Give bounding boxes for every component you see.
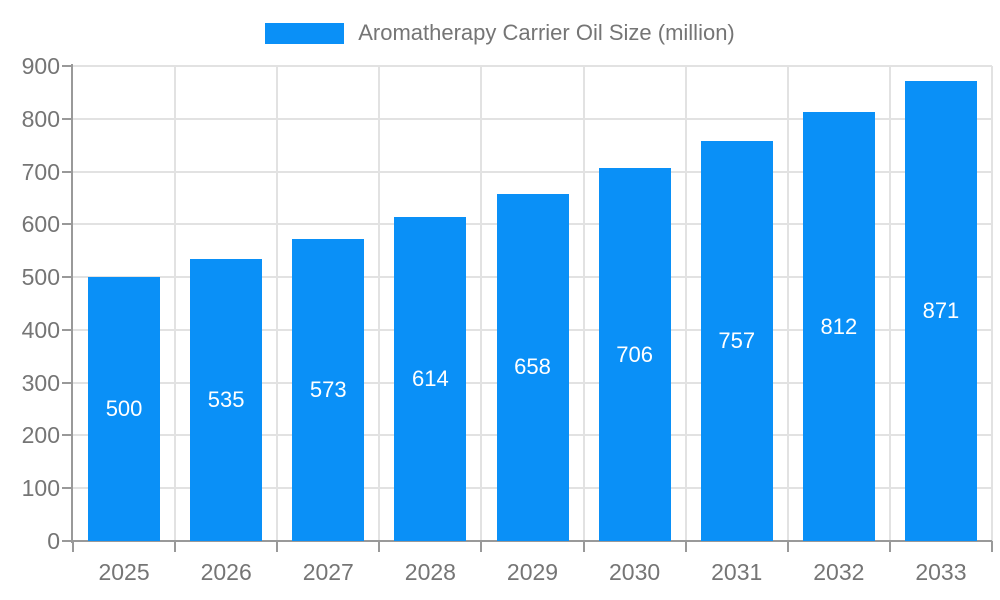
gridline-v [684,66,687,541]
legend-label: Aromatherapy Carrier Oil Size (million) [358,20,735,45]
y-tick-label: 400 [21,316,60,343]
gridline-v [786,66,789,541]
x-tick-mark [786,541,789,552]
x-tick-mark [72,541,74,552]
gridline-v [174,66,177,541]
legend-swatch [265,22,345,44]
y-tick-label: 800 [21,105,60,132]
gridline-v [276,66,279,541]
bar[interactable] [394,216,467,541]
y-tick-label: 900 [21,53,60,79]
x-tick-label: 2027 [302,559,354,585]
gridline-h [73,117,992,120]
x-tick-label: 2030 [609,559,661,585]
x-tick-label: 2028 [404,559,456,585]
gridline-h [73,170,992,173]
x-axis-line [62,540,992,542]
gridline-v [888,66,891,541]
y-tick-label: 700 [21,158,60,185]
bar[interactable] [190,258,263,541]
x-tick-label: 2031 [711,559,763,585]
gridline-v [480,66,483,541]
bar[interactable] [292,238,365,541]
gridline-v [378,66,381,541]
y-tick-mark [62,65,73,67]
legend-item[interactable]: Aromatherapy Carrier Oil Size (million) [0,20,1000,46]
x-tick-mark [991,541,993,552]
x-tick-label: 2032 [813,559,865,585]
y-tick-label: 0 [47,528,60,554]
gridline-v [991,66,993,541]
y-tick-mark [62,487,73,490]
x-tick-mark [276,541,279,552]
y-tick-label: 300 [21,369,60,396]
bar[interactable] [802,112,875,541]
x-tick-mark [378,541,381,552]
y-tick-mark [62,117,73,120]
gridline-h [73,65,992,67]
y-tick-label: 500 [21,264,60,291]
y-tick-mark [62,223,73,226]
y-tick-label: 100 [21,475,60,502]
y-axis-line [71,64,73,543]
x-tick-mark [174,541,177,552]
gridline-v [582,66,585,541]
x-tick-mark [888,541,891,552]
x-tick-label: 2033 [915,559,967,585]
y-tick-mark [62,381,73,384]
y-tick-label: 600 [21,211,60,238]
y-tick-mark [62,276,73,279]
bar[interactable] [598,168,671,541]
x-tick-label: 2025 [98,559,150,585]
bar[interactable] [496,193,569,541]
x-tick-mark [582,541,585,552]
x-tick-mark [684,541,687,552]
bar[interactable] [904,81,977,541]
x-tick-mark [480,541,483,552]
y-tick-mark [62,328,73,331]
y-tick-mark [62,170,73,173]
y-tick-label: 200 [21,422,60,449]
y-tick-mark [62,434,73,437]
x-tick-label: 2026 [200,559,252,585]
bar[interactable] [700,141,773,541]
x-tick-label: 2029 [506,559,559,585]
bar[interactable] [88,277,161,541]
